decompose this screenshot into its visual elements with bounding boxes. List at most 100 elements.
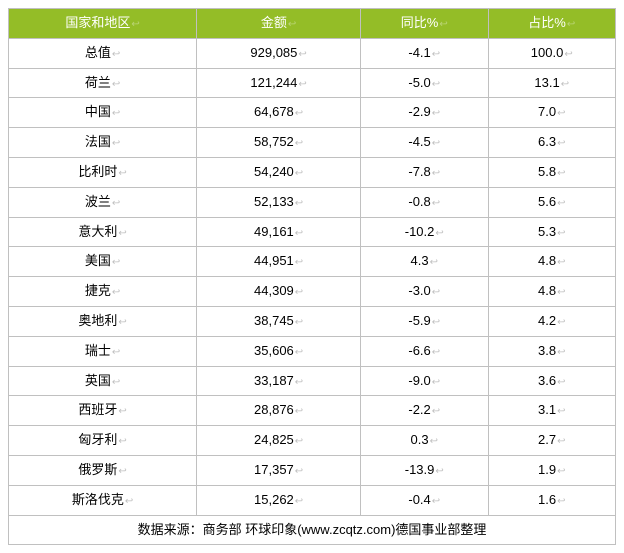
table-cell: 44,309↩	[197, 277, 361, 307]
table-row: 法国↩58,752↩-4.5↩6.3↩	[9, 128, 616, 158]
table-cell: 英国↩	[9, 366, 197, 396]
line-marker-icon: ↩	[112, 138, 120, 149]
table-cell: -4.1↩	[361, 38, 488, 68]
table-cell: 28,876↩	[197, 396, 361, 426]
line-marker-icon: ↩	[435, 466, 443, 477]
table-cell: 法国↩	[9, 128, 197, 158]
line-marker-icon: ↩	[118, 317, 126, 328]
table-cell: 4.8↩	[488, 247, 616, 277]
table-cell: 4.8↩	[488, 277, 616, 307]
table-cell: 美国↩	[9, 247, 197, 277]
line-marker-icon: ↩	[118, 436, 126, 447]
table-row: 波兰↩52,133↩-0.8↩5.6↩	[9, 187, 616, 217]
line-marker-icon: ↩	[112, 287, 120, 298]
line-marker-icon: ↩	[557, 228, 565, 239]
table-cell: -5.9↩	[361, 306, 488, 336]
line-marker-icon: ↩	[557, 406, 565, 417]
table-cell: -7.8↩	[361, 157, 488, 187]
table-cell: 奥地利↩	[9, 306, 197, 336]
line-marker-icon: ↩	[567, 19, 575, 30]
line-marker-icon: ↩	[112, 49, 120, 60]
table-row: 斯洛伐克↩15,262↩-0.4↩1.6↩	[9, 485, 616, 515]
line-marker-icon: ↩	[295, 406, 303, 417]
table-cell: 35,606↩	[197, 336, 361, 366]
table-cell: -4.5↩	[361, 128, 488, 158]
table-row: 总值↩929,085↩-4.1↩100.0↩	[9, 38, 616, 68]
line-marker-icon: ↩	[432, 317, 440, 328]
table-cell: 7.0↩	[488, 98, 616, 128]
table-cell: 4.2↩	[488, 306, 616, 336]
line-marker-icon: ↩	[432, 347, 440, 358]
table-cell: 49,161↩	[197, 217, 361, 247]
line-marker-icon: ↩	[295, 317, 303, 328]
line-marker-icon: ↩	[432, 108, 440, 119]
table-cell: 121,244↩	[197, 68, 361, 98]
table-cell: 2.7↩	[488, 426, 616, 456]
line-marker-icon: ↩	[295, 138, 303, 149]
data-table: 国家和地区↩金额↩同比%↩占比%↩ 总值↩929,085↩-4.1↩100.0↩…	[8, 8, 616, 545]
line-marker-icon: ↩	[557, 496, 565, 507]
table-row: 匈牙利↩24,825↩0.3↩2.7↩	[9, 426, 616, 456]
line-marker-icon: ↩	[112, 79, 120, 90]
table-cell: -0.8↩	[361, 187, 488, 217]
table-row: 奥地利↩38,745↩-5.9↩4.2↩	[9, 306, 616, 336]
table-cell: 波兰↩	[9, 187, 197, 217]
table-row: 西班牙↩28,876↩-2.2↩3.1↩	[9, 396, 616, 426]
table-row: 瑞士↩35,606↩-6.6↩3.8↩	[9, 336, 616, 366]
line-marker-icon: ↩	[557, 108, 565, 119]
line-marker-icon: ↩	[131, 19, 139, 30]
line-marker-icon: ↩	[295, 436, 303, 447]
table-cell: 瑞士↩	[9, 336, 197, 366]
table-row: 美国↩44,951↩4.3↩4.8↩	[9, 247, 616, 277]
table-cell: 38,745↩	[197, 306, 361, 336]
table-cell: 44,951↩	[197, 247, 361, 277]
line-marker-icon: ↩	[118, 168, 126, 179]
line-marker-icon: ↩	[557, 198, 565, 209]
table-cell: 4.3↩	[361, 247, 488, 277]
line-marker-icon: ↩	[432, 406, 440, 417]
table-cell: 1.6↩	[488, 485, 616, 515]
line-marker-icon: ↩	[295, 496, 303, 507]
line-marker-icon: ↩	[432, 168, 440, 179]
line-marker-icon: ↩	[295, 198, 303, 209]
line-marker-icon: ↩	[112, 347, 120, 358]
table-cell: 总值↩	[9, 38, 197, 68]
table-cell: 匈牙利↩	[9, 426, 197, 456]
line-marker-icon: ↩	[561, 79, 569, 90]
table-cell: 929,085↩	[197, 38, 361, 68]
table-cell: 5.3↩	[488, 217, 616, 247]
table-cell: 比利时↩	[9, 157, 197, 187]
line-marker-icon: ↩	[288, 19, 296, 30]
column-header: 占比%↩	[488, 9, 616, 39]
table-cell: 1.9↩	[488, 455, 616, 485]
line-marker-icon: ↩	[118, 406, 126, 417]
line-marker-icon: ↩	[557, 138, 565, 149]
table-cell: 3.6↩	[488, 366, 616, 396]
line-marker-icon: ↩	[432, 79, 440, 90]
line-marker-icon: ↩	[295, 257, 303, 268]
table-cell: 5.6↩	[488, 187, 616, 217]
table-row: 比利时↩54,240↩-7.8↩5.8↩	[9, 157, 616, 187]
table-cell: 54,240↩	[197, 157, 361, 187]
table-cell: 捷克↩	[9, 277, 197, 307]
table-cell: 中国↩	[9, 98, 197, 128]
table-row: 俄罗斯↩17,357↩-13.9↩1.9↩	[9, 455, 616, 485]
table-cell: -10.2↩	[361, 217, 488, 247]
line-marker-icon: ↩	[112, 377, 120, 388]
line-marker-icon: ↩	[564, 49, 572, 60]
line-marker-icon: ↩	[298, 49, 306, 60]
table-cell: 俄罗斯↩	[9, 455, 197, 485]
table-cell: 意大利↩	[9, 217, 197, 247]
table-cell: 6.3↩	[488, 128, 616, 158]
table-cell: -2.2↩	[361, 396, 488, 426]
line-marker-icon: ↩	[295, 108, 303, 119]
table-row: 意大利↩49,161↩-10.2↩5.3↩	[9, 217, 616, 247]
line-marker-icon: ↩	[439, 19, 447, 30]
footer-row: 数据来源：商务部 环球印象(www.zcqtz.com)德国事业部整理	[9, 515, 616, 545]
table-body: 总值↩929,085↩-4.1↩100.0↩荷兰↩121,244↩-5.0↩13…	[9, 38, 616, 515]
line-marker-icon: ↩	[295, 287, 303, 298]
table-cell: 3.1↩	[488, 396, 616, 426]
table-cell: 15,262↩	[197, 485, 361, 515]
line-marker-icon: ↩	[557, 436, 565, 447]
table-cell: 荷兰↩	[9, 68, 197, 98]
